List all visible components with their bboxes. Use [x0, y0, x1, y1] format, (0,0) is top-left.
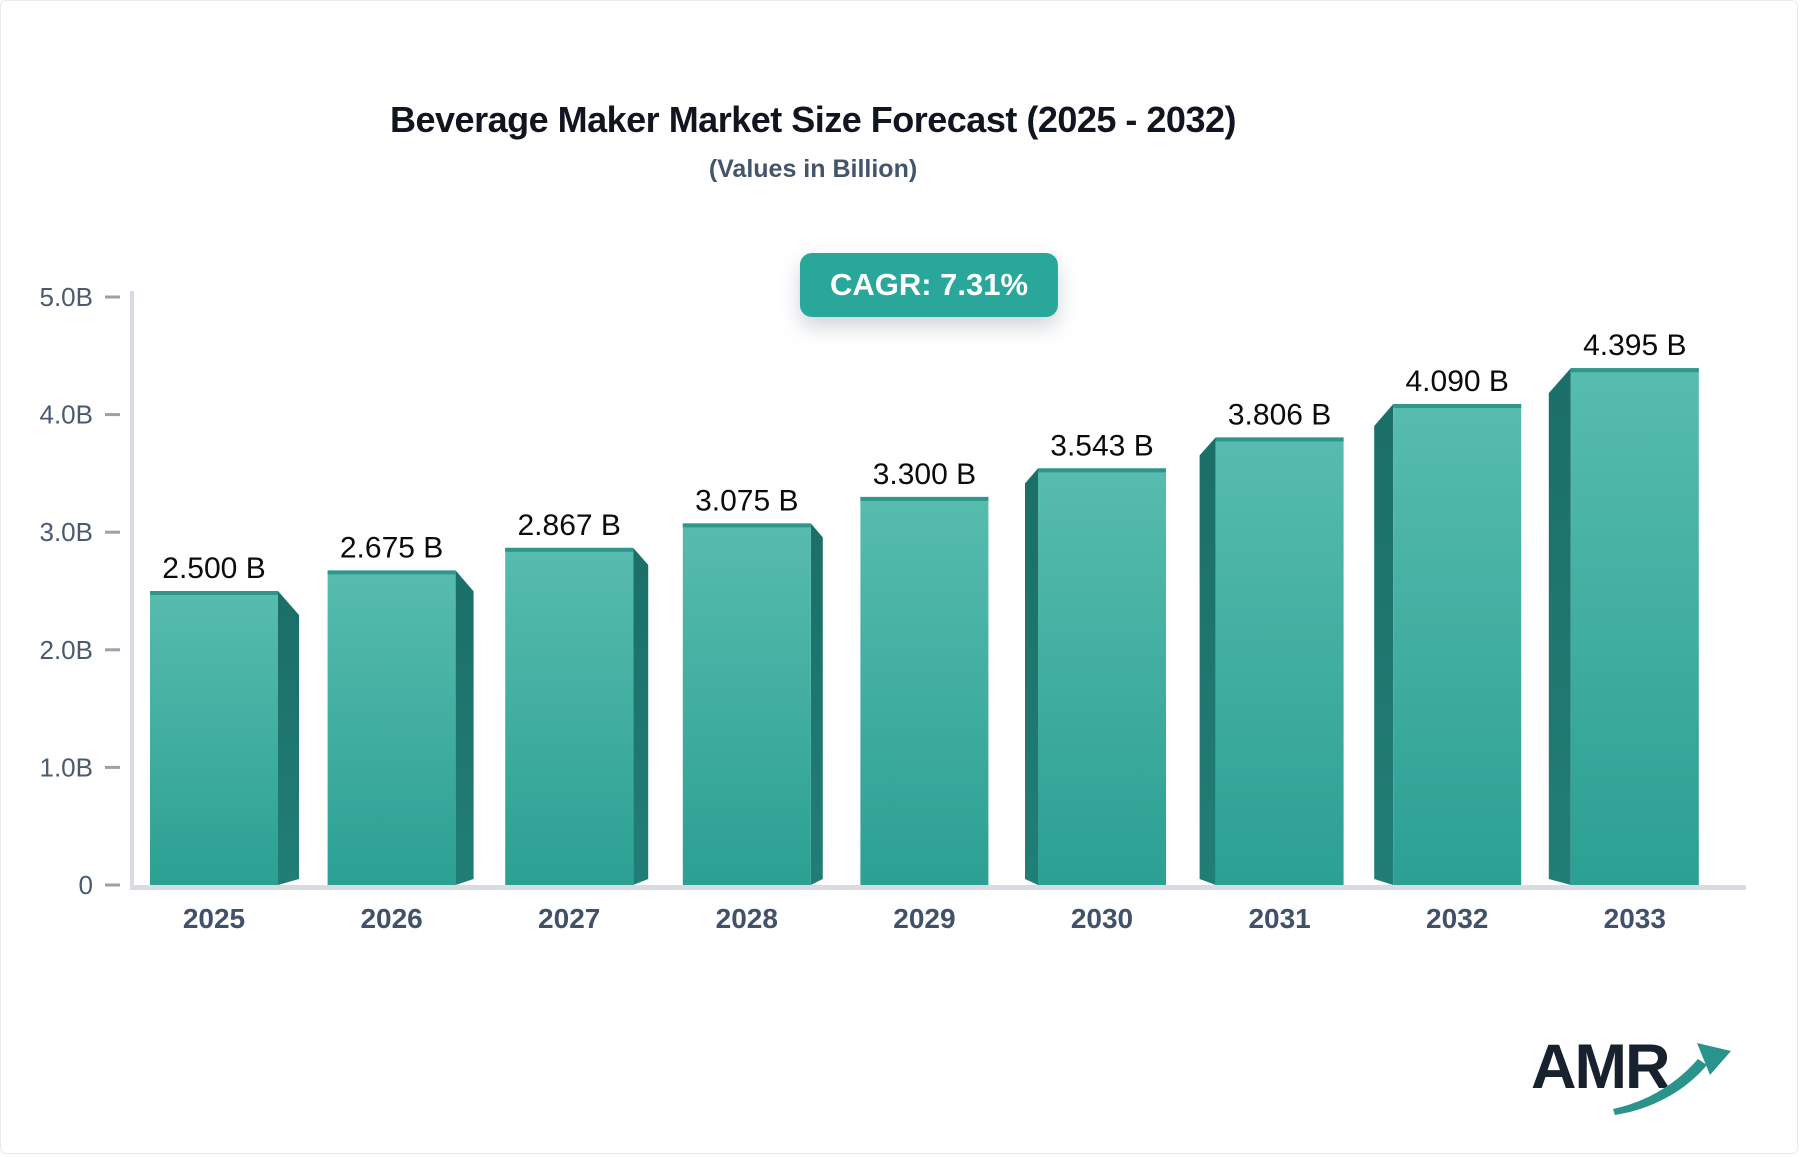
bar-side-2025	[278, 591, 299, 885]
bar-value-label: 2.675 B	[340, 531, 443, 564]
cagr-badge: CAGR: 7.31%	[799, 253, 1059, 317]
bar-top-edge-2029	[860, 496, 989, 501]
chart-subtitle: (Values in Billion)	[708, 155, 918, 183]
y-tick	[105, 413, 120, 417]
y-tick	[105, 765, 120, 769]
bar-side-2030	[1025, 468, 1038, 885]
bar-2026	[327, 570, 456, 885]
x-tick-label: 2026	[360, 903, 422, 934]
bar-2033	[1570, 368, 1699, 885]
bar-2031	[1215, 437, 1344, 885]
y-tick-label: 3.0B	[40, 517, 94, 547]
bar-side-2032	[1374, 404, 1394, 885]
growth-arrow-icon	[1613, 1043, 1731, 1115]
bar-2027	[505, 547, 634, 885]
bar-side-2028	[810, 523, 823, 885]
y-tick-label: 5.0B	[40, 282, 94, 312]
bar-2028	[682, 523, 811, 885]
y-tick	[105, 530, 120, 534]
y-tick-label: 1.0B	[40, 752, 94, 782]
x-tick-label: 2025	[183, 903, 245, 934]
title-block: Beverage Maker Market Size Forecast (202…	[1, 99, 1625, 184]
bar-value-label: 2.500 B	[162, 552, 265, 585]
bar-top-edge-2030	[1038, 468, 1166, 473]
y-axis-line	[130, 291, 134, 889]
x-axis-line	[130, 885, 1746, 890]
chart-title: Beverage Maker Market Size Forecast (202…	[390, 99, 1236, 140]
y-tick-label: 2.0B	[40, 635, 94, 665]
bar-value-label: 3.075 B	[695, 484, 798, 517]
bar-top-edge-2031	[1215, 437, 1344, 442]
y-tick	[105, 883, 120, 887]
bar-top-edge-2028	[682, 523, 811, 528]
amr-logo-text: AMR	[1531, 1032, 1670, 1102]
bar-value-label: 2.867 B	[517, 509, 620, 542]
bar-top-edge-2026	[327, 570, 456, 575]
bar-top-edge-2025	[150, 591, 278, 595]
bar-value-label: 3.300 B	[873, 458, 976, 491]
y-tick-label: 0	[79, 870, 93, 900]
bar-top-edge-2033	[1570, 368, 1699, 373]
bar-top-edge-2027	[505, 547, 634, 552]
amr-logo: AMR	[1531, 1031, 1741, 1121]
x-tick-label: 2031	[1248, 903, 1310, 934]
x-tick-label: 2027	[538, 903, 600, 934]
y-tick	[105, 295, 120, 299]
bar-side-2033	[1548, 368, 1571, 885]
bar-side-2026	[455, 570, 474, 885]
x-tick-label: 2030	[1071, 903, 1133, 934]
x-tick-label: 2032	[1426, 903, 1488, 934]
bar-top-edge-2032	[1393, 404, 1522, 409]
bar-side-2031	[1199, 437, 1216, 885]
x-tick-label: 2029	[893, 903, 955, 934]
bar-value-label: 3.543 B	[1050, 429, 1153, 462]
y-tick-label: 4.0B	[40, 400, 94, 430]
bar-side-2027	[633, 547, 649, 885]
x-tick-label: 2028	[716, 903, 778, 934]
bar-2032	[1393, 404, 1522, 885]
y-tick	[105, 648, 120, 652]
bar-value-label: 4.395 B	[1583, 329, 1686, 362]
bar-2025	[150, 591, 278, 885]
bar-value-label: 4.090 B	[1405, 365, 1508, 398]
bar-value-label: 3.806 B	[1228, 398, 1331, 431]
bar-2029	[860, 496, 989, 885]
bar-2030	[1038, 468, 1166, 885]
x-tick-label: 2033	[1604, 903, 1666, 934]
